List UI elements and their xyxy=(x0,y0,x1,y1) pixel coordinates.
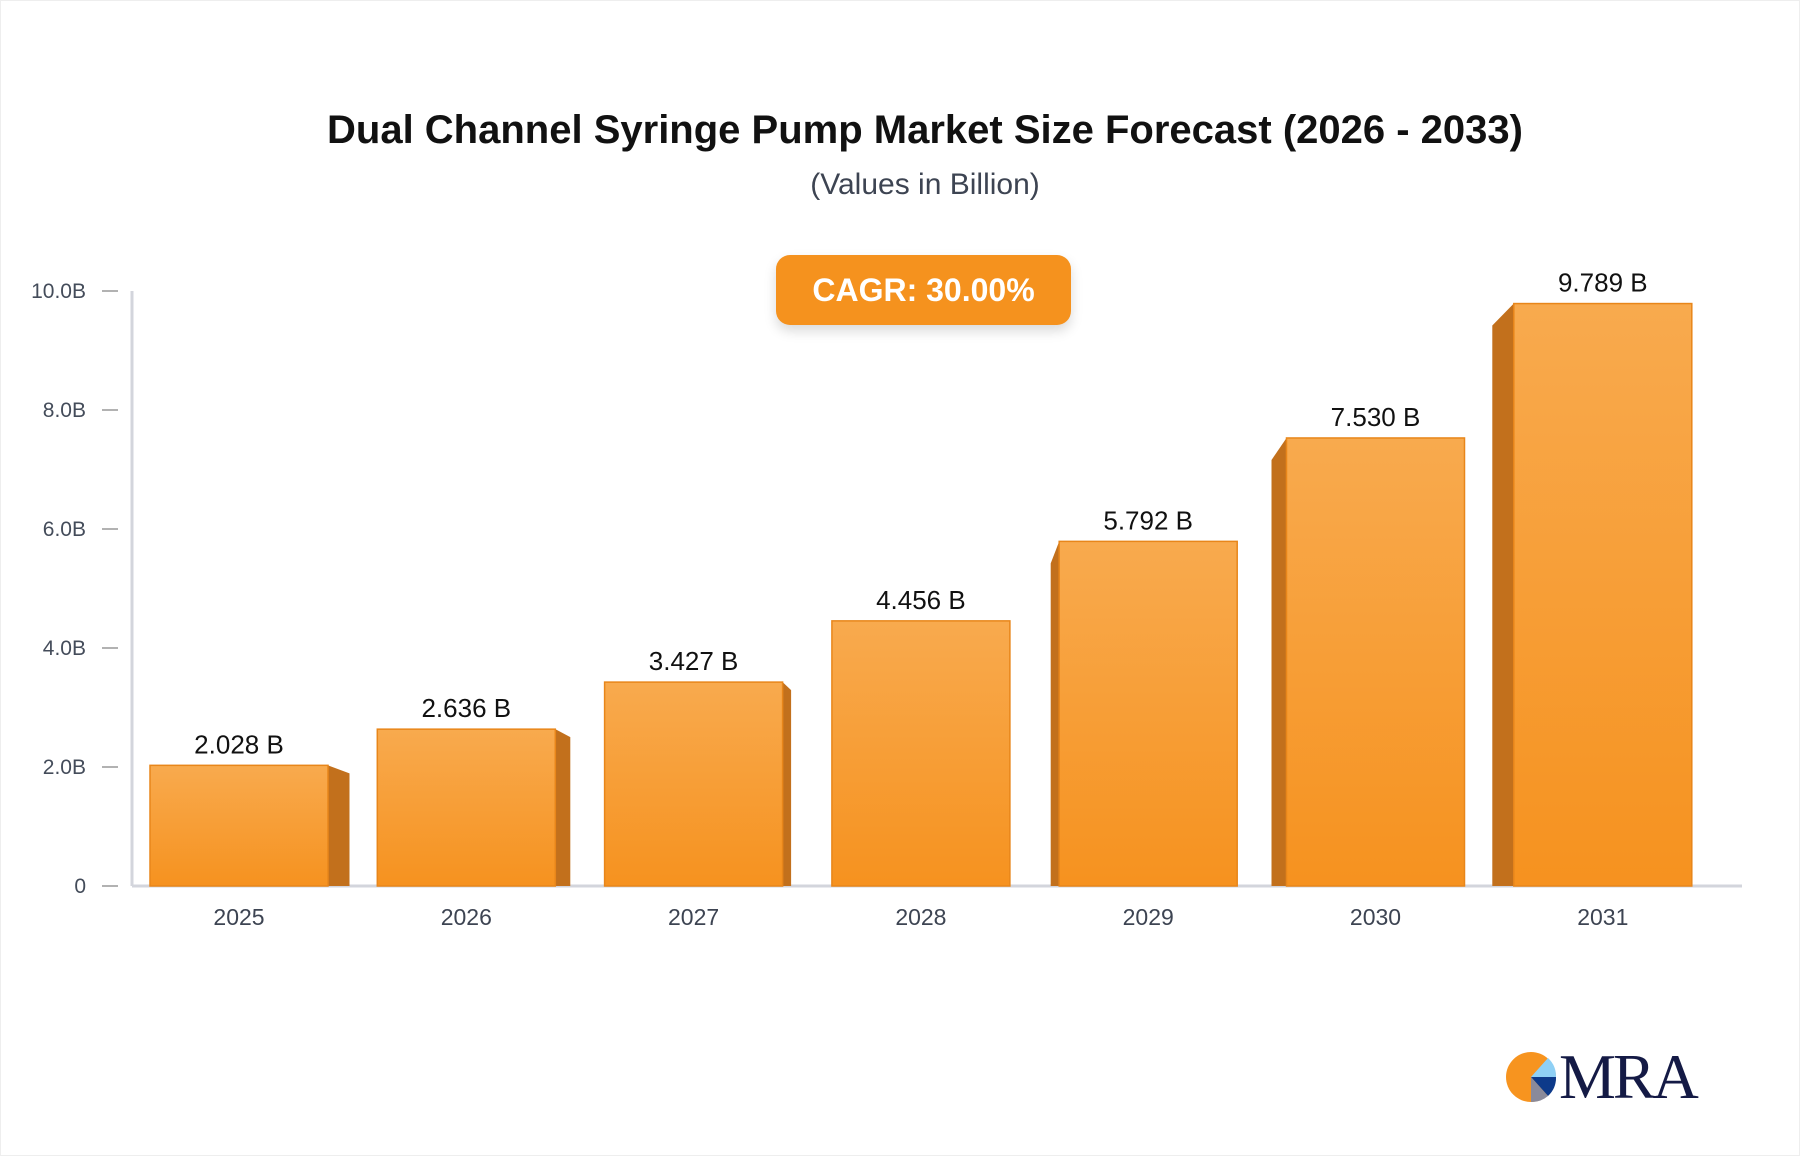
x-tick-label: 2031 xyxy=(1577,904,1628,930)
y-tick-label: 8.0B xyxy=(43,399,86,422)
bar xyxy=(1513,302,1693,887)
pie-logo-icon xyxy=(1506,1052,1557,1103)
chart-subtitle: (Values in Billion) xyxy=(810,168,1040,201)
mra-logo: MRA xyxy=(1505,1040,1699,1114)
data-label: 9.789 B xyxy=(1558,268,1648,298)
y-tick-label: 4.0B xyxy=(43,637,86,660)
y-tick-label: 6.0B xyxy=(43,518,86,541)
bar-side xyxy=(1492,303,1514,886)
bar xyxy=(149,764,329,887)
y-tick-label: 2.0B xyxy=(43,756,86,779)
x-tick-label: 2028 xyxy=(895,904,946,930)
data-label: 5.792 B xyxy=(1103,505,1193,535)
bar-side xyxy=(1050,541,1060,886)
chart-title: Dual Channel Syringe Pump Market Size Fo… xyxy=(327,108,1523,152)
logo-text: MRA xyxy=(1559,1041,1699,1112)
x-tick-label: 2026 xyxy=(441,904,492,930)
bar xyxy=(831,620,1011,887)
x-tick-label: 2029 xyxy=(1123,904,1174,930)
bar xyxy=(603,681,784,887)
data-label: 4.456 B xyxy=(876,585,966,615)
bar-side xyxy=(1271,437,1287,886)
bar xyxy=(1285,437,1466,887)
bar xyxy=(376,728,557,887)
bar-side xyxy=(328,765,350,886)
y-tick-label: 0 xyxy=(74,875,86,898)
x-tick-label: 2025 xyxy=(213,904,264,930)
data-label: 3.427 B xyxy=(649,646,739,676)
bar xyxy=(1058,540,1238,887)
cagr-badge: CAGR: 30.00% xyxy=(776,255,1071,325)
x-tick-label: 2030 xyxy=(1350,904,1401,930)
x-tick-label: 2027 xyxy=(668,904,719,930)
y-tick-label: 10.0B xyxy=(31,280,86,303)
data-label: 2.636 B xyxy=(421,693,511,723)
bar-side xyxy=(782,682,792,886)
data-label: 2.028 B xyxy=(194,729,284,759)
bar-side xyxy=(555,729,571,886)
data-label: 7.530 B xyxy=(1331,402,1421,432)
